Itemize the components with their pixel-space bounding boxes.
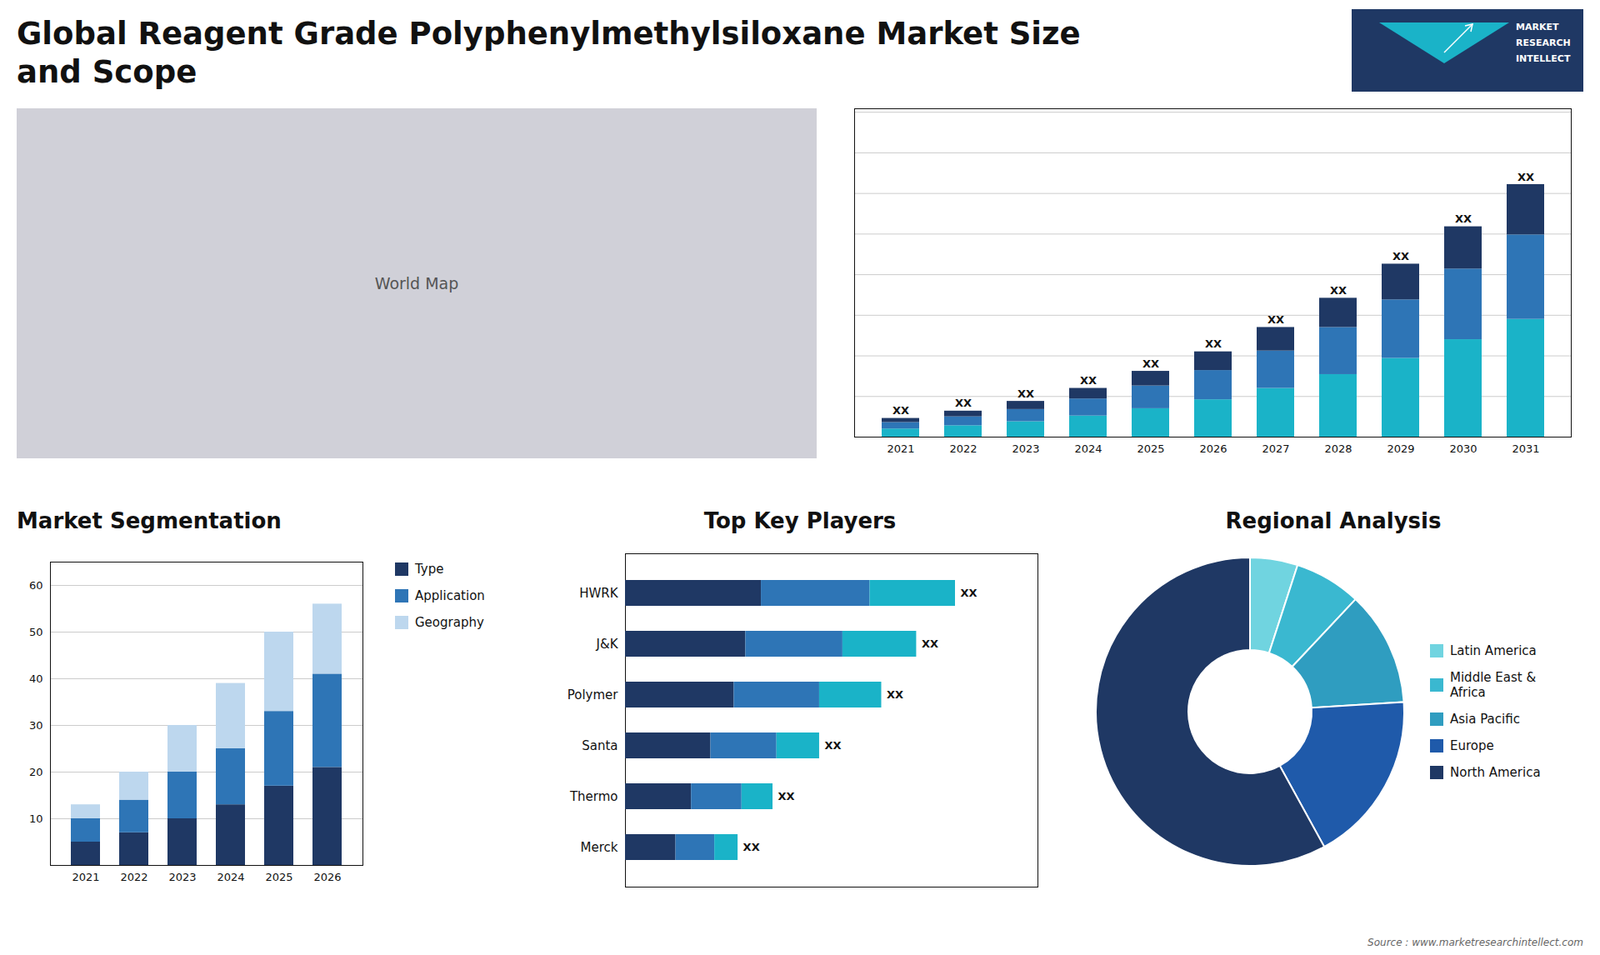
svg-text:XX: XX xyxy=(1330,284,1347,297)
svg-text:MARKET: MARKET xyxy=(1515,21,1560,33)
svg-text:XX: XX xyxy=(1017,387,1035,400)
svg-text:2024: 2024 xyxy=(1074,442,1102,455)
svg-text:2021: 2021 xyxy=(886,442,915,455)
svg-text:INTELLECT: INTELLECT xyxy=(1515,53,1571,65)
svg-text:RESEARCH: RESEARCH xyxy=(1515,37,1571,49)
svg-text:Santa: Santa xyxy=(581,738,618,754)
svg-text:XX: XX xyxy=(778,790,795,803)
html-text:Global Reagent Grade Polypheny: Global Reagent Grade Polyphenylmethylsil… xyxy=(16,15,1081,91)
svg-text:10: 10 xyxy=(29,812,44,825)
svg-text:2028: 2028 xyxy=(1324,442,1352,455)
svg-text:XX: XX xyxy=(960,586,978,600)
html-text:Middle East & Africa: Middle East & Africa xyxy=(1450,670,1536,700)
svg-text:2023: 2023 xyxy=(1011,442,1040,455)
svg-text:2022: 2022 xyxy=(949,442,977,455)
svg-text:Polymer: Polymer xyxy=(567,687,620,703)
svg-text:2026: 2026 xyxy=(1199,442,1227,455)
svg-text:HWRK: HWRK xyxy=(579,585,620,601)
html-text:Market Segmentation: Market Segmentation xyxy=(16,508,282,534)
svg-text:2026: 2026 xyxy=(313,870,341,884)
svg-text:60: 60 xyxy=(29,579,44,592)
svg-text:2030: 2030 xyxy=(1449,442,1477,455)
svg-text:2021: 2021 xyxy=(71,870,100,884)
html-text:Asia Pacific: Asia Pacific xyxy=(1450,711,1520,727)
svg-text:20: 20 xyxy=(29,765,44,779)
html-text:Source : www.marketresearchint: Source : www.marketresearchintellect.com xyxy=(1367,936,1584,949)
svg-text:XX: XX xyxy=(1142,357,1160,370)
svg-text:50: 50 xyxy=(29,625,44,639)
svg-text:XX: XX xyxy=(886,688,904,701)
svg-text:2027: 2027 xyxy=(1261,442,1290,455)
svg-text:XX: XX xyxy=(743,840,760,854)
svg-text:XX: XX xyxy=(1517,170,1535,184)
html-text:Latin America: Latin America xyxy=(1450,643,1537,659)
svg-text:30: 30 xyxy=(29,719,44,732)
svg-text:Thermo: Thermo xyxy=(569,789,619,805)
svg-text:XX: XX xyxy=(921,637,939,650)
html-text:North America: North America xyxy=(1450,765,1541,780)
svg-text:2023: 2023 xyxy=(168,870,196,884)
svg-text:XX: XX xyxy=(1080,374,1097,387)
svg-text:2031: 2031 xyxy=(1511,442,1540,455)
html-text:Type: Type xyxy=(415,561,444,577)
html-text:Application: Application xyxy=(415,588,485,604)
svg-text:Merck: Merck xyxy=(580,840,619,855)
svg-text:XX: XX xyxy=(892,404,910,417)
svg-text:2024: 2024 xyxy=(216,870,245,884)
html-text:Top Key Players: Top Key Players xyxy=(703,508,897,534)
svg-text:40: 40 xyxy=(29,672,44,685)
html-text:Geography: Geography xyxy=(415,615,484,630)
html-text:Regional Analysis: Regional Analysis xyxy=(1225,508,1442,534)
html-text:World Map: World Map xyxy=(374,274,459,293)
svg-text:XX: XX xyxy=(955,396,972,410)
svg-text:XX: XX xyxy=(1205,337,1222,350)
svg-text:2025: 2025 xyxy=(265,870,293,884)
svg-text:XX: XX xyxy=(824,739,841,752)
svg-text:XX: XX xyxy=(1267,313,1285,326)
html-text:Europe: Europe xyxy=(1450,738,1494,754)
svg-text:XX: XX xyxy=(1455,212,1472,225)
svg-text:2025: 2025 xyxy=(1136,442,1165,455)
svg-text:2029: 2029 xyxy=(1386,442,1415,455)
svg-text:XX: XX xyxy=(1392,250,1410,263)
svg-text:2022: 2022 xyxy=(120,870,148,884)
svg-text:J&K: J&K xyxy=(595,636,620,652)
